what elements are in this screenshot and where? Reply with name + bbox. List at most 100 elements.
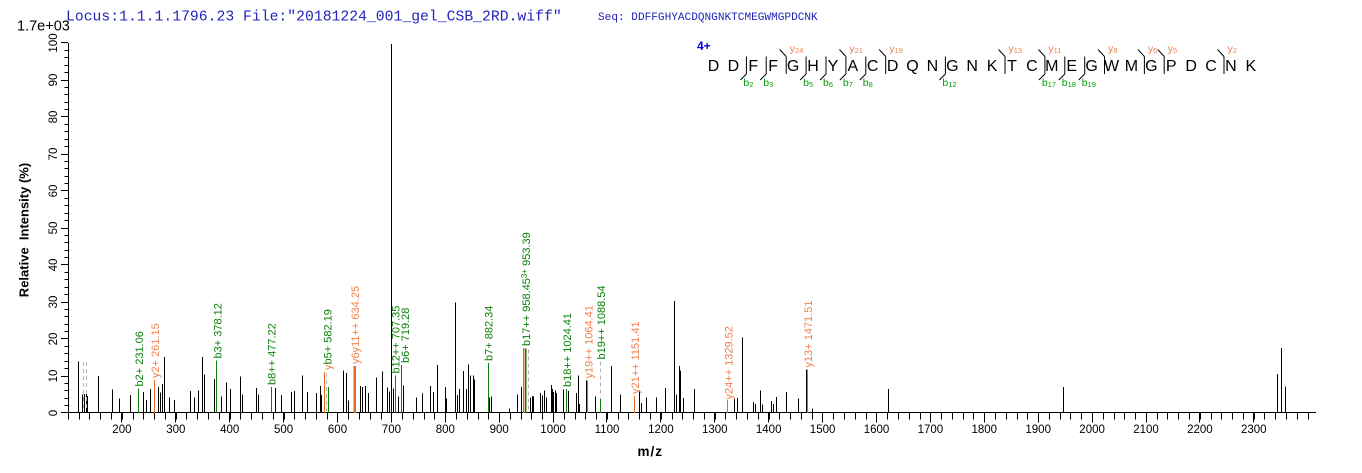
svg-text:1400: 1400 — [756, 424, 782, 436]
svg-text:y5: y5 — [1168, 43, 1177, 55]
svg-text:b19++ 1088.54: b19++ 1088.54 — [596, 285, 608, 359]
svg-text:D: D — [708, 58, 720, 75]
svg-text:700: 700 — [382, 424, 401, 436]
svg-text:1100: 1100 — [595, 424, 620, 436]
svg-text:N: N — [966, 58, 978, 75]
svg-text:y11: y11 — [1048, 43, 1061, 55]
svg-text:b6+ 719.28: b6+ 719.28 — [400, 308, 412, 363]
svg-text:20: 20 — [48, 333, 60, 346]
svg-text:1900: 1900 — [1025, 424, 1051, 436]
svg-text:Locus:1.1.1.1796.23 File:"2018: Locus:1.1.1.1796.23 File:"20181224_001_g… — [66, 10, 562, 26]
svg-text:G: G — [1145, 58, 1157, 75]
svg-text:b3: b3 — [763, 77, 773, 89]
svg-text:F: F — [748, 58, 758, 75]
svg-text:A: A — [847, 58, 858, 75]
svg-text:40: 40 — [48, 259, 60, 272]
svg-text:b7+ 882.34: b7+ 882.34 — [484, 306, 496, 361]
svg-text:2100: 2100 — [1133, 424, 1159, 436]
svg-text:1000: 1000 — [540, 424, 566, 436]
svg-text:G: G — [1085, 58, 1097, 75]
svg-text:y2+ 261.15: y2+ 261.15 — [150, 323, 162, 378]
svg-text:C: C — [867, 58, 879, 75]
svg-text:P: P — [1166, 58, 1177, 75]
svg-text:m/z: m/z — [638, 444, 664, 459]
svg-text:b2: b2 — [743, 77, 753, 89]
svg-text:W: W — [1104, 58, 1120, 75]
svg-text:Q: Q — [906, 58, 918, 75]
svg-text:b2+ 231.06: b2+ 231.06 — [134, 331, 146, 386]
svg-text:900: 900 — [490, 424, 509, 436]
svg-text:y19++ 1064.41: y19++ 1064.41 — [583, 305, 595, 378]
svg-text:1200: 1200 — [648, 424, 674, 436]
svg-text:D: D — [1185, 58, 1197, 75]
svg-text:y19: y19 — [889, 43, 903, 55]
svg-text:y8: y8 — [1108, 43, 1117, 55]
svg-text:1600: 1600 — [864, 424, 890, 436]
svg-text:Relative Intensity (%): Relative Intensity (%) — [17, 163, 32, 297]
svg-text:M: M — [1045, 58, 1058, 75]
svg-text:b8++ 477.22: b8++ 477.22 — [267, 323, 279, 385]
svg-text:b17: b17 — [1042, 77, 1056, 89]
svg-text:800: 800 — [436, 424, 455, 436]
svg-text:1.7e+03: 1.7e+03 — [17, 19, 70, 35]
svg-text:50: 50 — [48, 222, 60, 235]
svg-text:b12++ 707.35: b12++ 707.35 — [390, 306, 402, 374]
svg-text:b6: b6 — [823, 77, 833, 89]
svg-text:2000: 2000 — [1079, 424, 1105, 436]
svg-text:500: 500 — [274, 424, 293, 436]
svg-text:b5: b5 — [803, 77, 813, 89]
svg-text:30: 30 — [48, 296, 60, 309]
svg-text:y21++ 1151.41: y21++ 1151.41 — [630, 321, 642, 394]
svg-text:b8: b8 — [863, 77, 873, 89]
svg-text:y24: y24 — [790, 43, 804, 55]
svg-text:80: 80 — [48, 111, 60, 124]
svg-text:200: 200 — [112, 424, 131, 436]
svg-text:b3+ 378.12: b3+ 378.12 — [213, 303, 225, 358]
svg-text:y13: y13 — [1009, 43, 1023, 55]
svg-text:C: C — [1026, 58, 1038, 75]
svg-text:b7: b7 — [843, 77, 853, 89]
svg-text:D: D — [728, 58, 740, 75]
svg-text:G: G — [787, 58, 799, 75]
svg-text:1800: 1800 — [972, 424, 998, 436]
svg-text:1700: 1700 — [918, 424, 944, 436]
svg-text:1300: 1300 — [702, 424, 728, 436]
svg-text:400: 400 — [220, 424, 239, 436]
svg-text:10: 10 — [48, 370, 60, 383]
svg-text:70: 70 — [48, 148, 60, 161]
svg-text:1500: 1500 — [810, 424, 836, 436]
svg-text:b17++ 958.453+ 953.39: b17++ 958.453+ 953.39 — [520, 232, 533, 346]
svg-text:N: N — [927, 58, 939, 75]
svg-text:2200: 2200 — [1187, 424, 1213, 436]
svg-text:C: C — [1205, 58, 1217, 75]
svg-text:K: K — [987, 58, 998, 75]
svg-text:H: H — [807, 58, 819, 75]
svg-text:Y: Y — [828, 58, 839, 75]
svg-text:4+: 4+ — [697, 39, 711, 53]
svg-text:60: 60 — [48, 185, 60, 198]
svg-text:0: 0 — [48, 410, 60, 416]
svg-text:G: G — [946, 58, 958, 75]
svg-text:y2: y2 — [1228, 43, 1237, 55]
svg-text:N: N — [1225, 58, 1237, 75]
svg-text:b18: b18 — [1062, 77, 1076, 89]
svg-text:y21: y21 — [849, 43, 863, 55]
svg-text:100: 100 — [48, 33, 60, 52]
svg-text:K: K — [1245, 58, 1256, 75]
svg-text:y6: y6 — [1148, 43, 1157, 55]
svg-text:y13+ 1471.51: y13+ 1471.51 — [803, 301, 815, 368]
svg-text:yb5+ 582.19: yb5+ 582.19 — [322, 309, 334, 370]
svg-text:300: 300 — [166, 424, 185, 436]
svg-text:M: M — [1125, 58, 1138, 75]
svg-text:Seq: DDFFGHYACDQNGNKTCMEGWMGPD: Seq: DDFFGHYACDQNGNKTCMEGWMGPDCNK — [598, 12, 818, 24]
svg-text:90: 90 — [48, 74, 60, 87]
svg-text:D: D — [887, 58, 899, 75]
svg-text:b18++ 1024.41: b18++ 1024.41 — [562, 313, 574, 387]
svg-text:y24++ 1329.52: y24++ 1329.52 — [723, 326, 735, 399]
svg-text:600: 600 — [328, 424, 347, 436]
svg-text:F: F — [768, 58, 778, 75]
svg-text:E: E — [1066, 58, 1077, 75]
svg-text:T: T — [1007, 58, 1017, 75]
svg-text:y6y11++ 634.25: y6y11++ 634.25 — [350, 286, 362, 364]
svg-text:b12: b12 — [942, 77, 956, 89]
